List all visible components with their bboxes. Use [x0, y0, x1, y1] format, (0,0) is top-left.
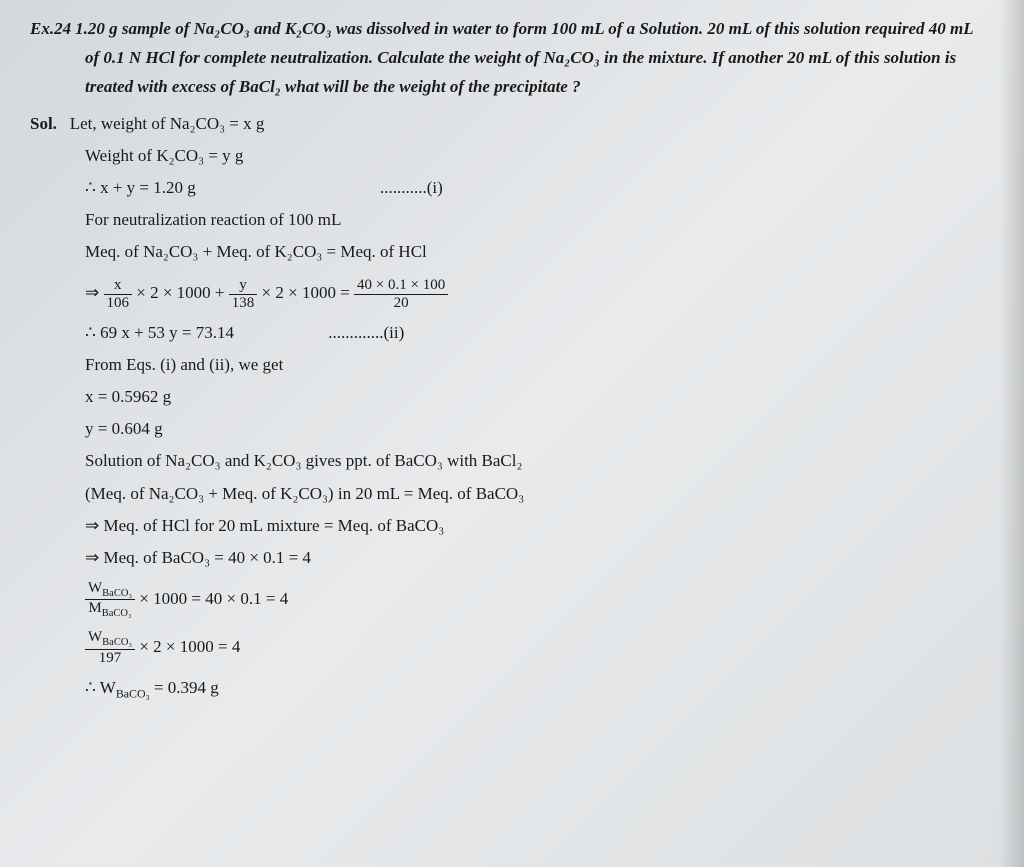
solution-line-1: Sol. Let, weight of Na₂CO₃ = x g [30, 110, 984, 138]
line-text: x = 0.5962 g [85, 387, 171, 406]
textbook-page: Ex.24 1.20 g sample of Na₂CO₃ and K₂CO₃ … [30, 15, 984, 704]
line-text: ⇒ Meq. of BaCO₃ = 40 × 0.1 = 4 [85, 548, 311, 567]
problem-block: Ex.24 1.20 g sample of Na₂CO₃ and K₂CO₃ … [30, 15, 984, 102]
line-text: Let, weight of Na₂CO₃ = x g [70, 114, 265, 133]
solution-label: Sol. [30, 114, 57, 133]
denominator: MBaCO₃ [85, 600, 135, 620]
fraction-w-m: WBaCO₃ MBaCO₃ [85, 580, 135, 620]
solution-line-11: Solution of Na₂CO₃ and K₂CO₃ gives ppt. … [30, 447, 984, 475]
line-text: ⇒ Meq. of HCl for 20 mL mixture = Meq. o… [85, 516, 444, 535]
numerator: y [229, 277, 258, 295]
solution-line-10: y = 0.604 g [30, 415, 984, 443]
solution-line-2: Weight of K₂CO₃ = y g [30, 142, 984, 170]
line-text: (Meq. of Na₂CO₃ + Meq. of K₂CO₃) in 20 m… [85, 484, 524, 503]
solution-line-17-result: ∴ WBaCO₃ = 0.394 g [30, 674, 984, 704]
problem-statement: 1.20 g sample of Na₂CO₃ and K₂CO₃ was di… [75, 19, 973, 96]
numerator: WBaCO₃ [85, 580, 135, 601]
solution-line-7: ∴ 69 x + 53 y = 73.14 .............(ii) [30, 319, 984, 347]
solution-line-5: Meq. of Na₂CO₃ + Meq. of K₂CO₃ = Meq. of… [30, 238, 984, 266]
line-text: From Eqs. (i) and (ii), we get [85, 355, 283, 374]
equation-ref-i: ...........(i) [380, 174, 443, 202]
formula-rest: × 1000 = 40 × 0.1 = 4 [139, 589, 288, 608]
fraction-w-197: WBaCO₃ 197 [85, 629, 135, 666]
fraction-3: 40 × 0.1 × 100 20 [354, 277, 448, 311]
solution-line-8: From Eqs. (i) and (ii), we get [30, 351, 984, 379]
formula-mid: × 2 × 1000 + [136, 283, 229, 302]
line-text: Meq. of Na₂CO₃ + Meq. of K₂CO₃ = Meq. of… [85, 242, 427, 261]
result-sub: BaCO₃ [116, 687, 150, 701]
line-text: Solution of Na₂CO₃ and K₂CO₃ gives ppt. … [85, 451, 522, 470]
line-text: For neutralization reaction of 100 mL [85, 210, 341, 229]
solution-line-15-formula: WBaCO₃ MBaCO₃ × 1000 = 40 × 0.1 = 4 [30, 580, 984, 620]
fraction-2: y 138 [229, 277, 258, 311]
denominator: 20 [354, 295, 448, 312]
solution-line-9: x = 0.5962 g [30, 383, 984, 411]
numerator: WBaCO₃ [85, 629, 135, 650]
denominator: 106 [104, 295, 133, 312]
solution-line-3: ∴ x + y = 1.20 g ...........(i) [30, 174, 984, 202]
line-text: Weight of K₂CO₃ = y g [85, 146, 243, 165]
formula-mid: × 2 × 1000 = [262, 283, 355, 302]
solution-line-13: ⇒ Meq. of HCl for 20 mL mixture = Meq. o… [30, 512, 984, 540]
result-prefix: ∴ W [85, 678, 116, 697]
denominator: 197 [85, 650, 135, 667]
equation-ref-ii: .............(ii) [328, 319, 404, 347]
solution-line-6-formula: ⇒ x 106 × 2 × 1000 + y 138 × 2 × 1000 = … [30, 274, 984, 311]
numerator: 40 × 0.1 × 100 [354, 277, 448, 295]
numerator: x [104, 277, 133, 295]
line-text: ∴ 69 x + 53 y = 73.14 [85, 323, 234, 342]
exercise-number: Ex.24 [30, 19, 71, 38]
solution-line-16-formula: WBaCO₃ 197 × 2 × 1000 = 4 [30, 628, 984, 667]
solution-line-12: (Meq. of Na₂CO₃ + Meq. of K₂CO₃) in 20 m… [30, 480, 984, 508]
solution-line-14: ⇒ Meq. of BaCO₃ = 40 × 0.1 = 4 [30, 544, 984, 572]
solution-line-4: For neutralization reaction of 100 mL [30, 206, 984, 234]
denominator: 138 [229, 295, 258, 312]
formula-rest: × 2 × 1000 = 4 [139, 637, 240, 656]
line-text: ∴ x + y = 1.20 g [85, 178, 196, 197]
arrow-prefix: ⇒ [85, 283, 99, 302]
line-text: y = 0.604 g [85, 419, 163, 438]
page-edge-shadow [999, 0, 1024, 867]
result-value: = 0.394 g [150, 678, 219, 697]
fraction-1: x 106 [104, 277, 133, 311]
